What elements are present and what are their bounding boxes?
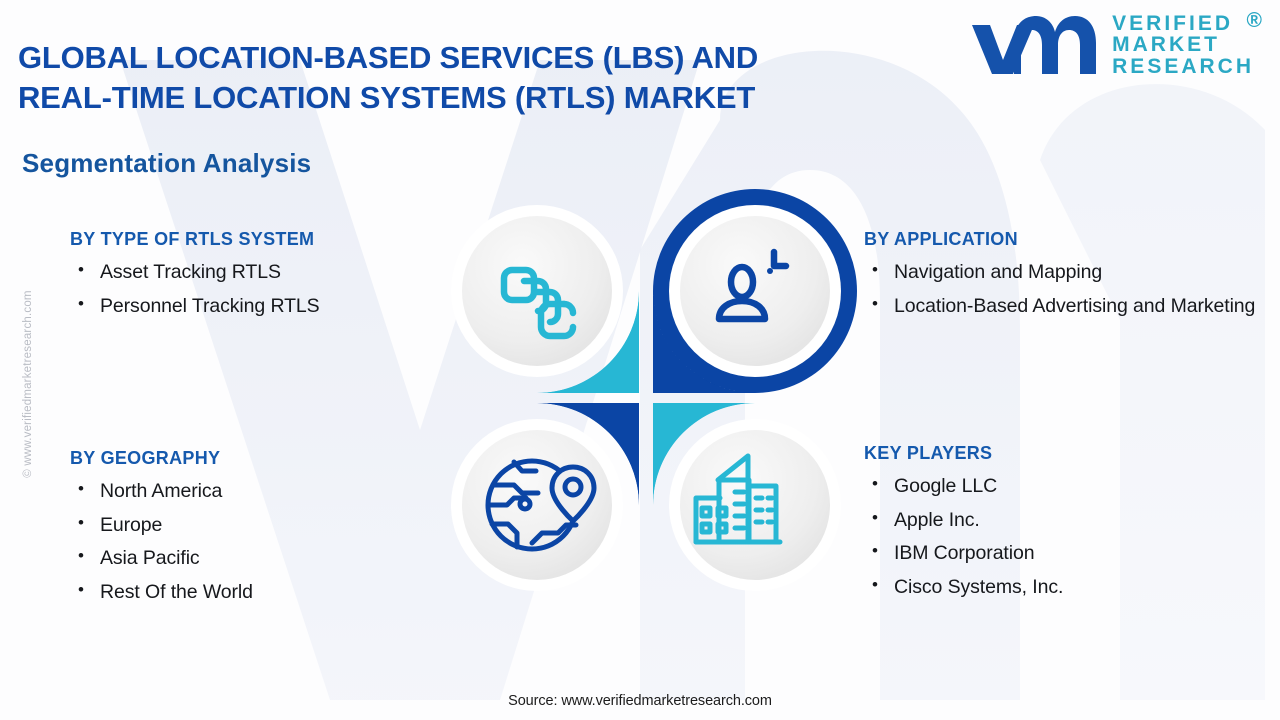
verified-market-research-logo[interactable]: VERIFIED MARKET RESEARCH ® (970, 9, 1262, 78)
segment-key-players: KEY PLAYERS Google LLC Apple Inc. IBM Co… (864, 443, 1264, 608)
list-item: Google LLC (864, 472, 1264, 500)
list-item: Asset Tracking RTLS (70, 258, 440, 286)
quadrant-top-right (653, 189, 857, 393)
segment-by-application: BY APPLICATION Navigation and Mapping Lo… (864, 229, 1264, 326)
page-title: GLOBAL LOCATION-BASED SERVICES (LBS) AND… (18, 38, 918, 119)
logo-line-research: RESEARCH (1112, 54, 1254, 78)
list-item: Personnel Tracking RTLS (70, 292, 440, 320)
segment-heading-application: BY APPLICATION (864, 229, 1018, 249)
source-footer: Source: www.verifiedmarketresearch.com (508, 693, 772, 709)
quadrant-bottom-left (435, 403, 639, 607)
list-item: Location-Based Advertising and Marketing (864, 292, 1264, 320)
list-item: Asia Pacific (70, 544, 430, 572)
logo-line-market: MARKET (1112, 33, 1220, 57)
segmentation-quadrant-graphic (432, 186, 860, 610)
registered-trademark-icon: ® (1246, 8, 1265, 32)
segment-heading-key-players: KEY PLAYERS (864, 443, 993, 463)
segment-by-type: BY TYPE OF RTLS SYSTEM Asset Tracking RT… (70, 229, 440, 326)
segment-list-key-players: Google LLC Apple Inc. IBM Corporation Ci… (864, 472, 1264, 601)
vmr-logo-mark (972, 16, 1097, 74)
logo-wordmark: VERIFIED MARKET RESEARCH ® (1112, 9, 1262, 78)
page-subtitle: Segmentation Analysis (22, 148, 312, 178)
list-item: Navigation and Mapping (864, 258, 1264, 286)
vertical-copyright-watermark: © www.verifiedmarketresearch.com (22, 290, 34, 478)
list-item: Cisco Systems, Inc. (864, 573, 1264, 601)
quadrant-bottom-right (653, 403, 857, 607)
segment-list-geography: North America Europe Asia Pacific Rest O… (70, 477, 430, 606)
list-item: Rest Of the World (70, 578, 430, 606)
segment-list-type: Asset Tracking RTLS Personnel Tracking R… (70, 258, 440, 320)
list-item: Europe (70, 511, 430, 539)
segment-list-application: Navigation and Mapping Location-Based Ad… (864, 258, 1264, 320)
page-title-line-2: REAL-TIME LOCATION SYSTEMS (RTLS) MARKET (18, 80, 756, 116)
page-title-line-1: GLOBAL LOCATION-BASED SERVICES (LBS) AND (18, 40, 759, 75)
logo-line-verified: VERIFIED (1112, 11, 1233, 35)
segment-heading-geography: BY GEOGRAPHY (70, 448, 221, 468)
segment-heading-type: BY TYPE OF RTLS SYSTEM (70, 229, 315, 249)
list-item: North America (70, 477, 430, 505)
list-item: IBM Corporation (864, 539, 1264, 567)
list-item: Apple Inc. (864, 506, 1264, 534)
segment-by-geography: BY GEOGRAPHY North America Europe Asia P… (70, 448, 430, 613)
